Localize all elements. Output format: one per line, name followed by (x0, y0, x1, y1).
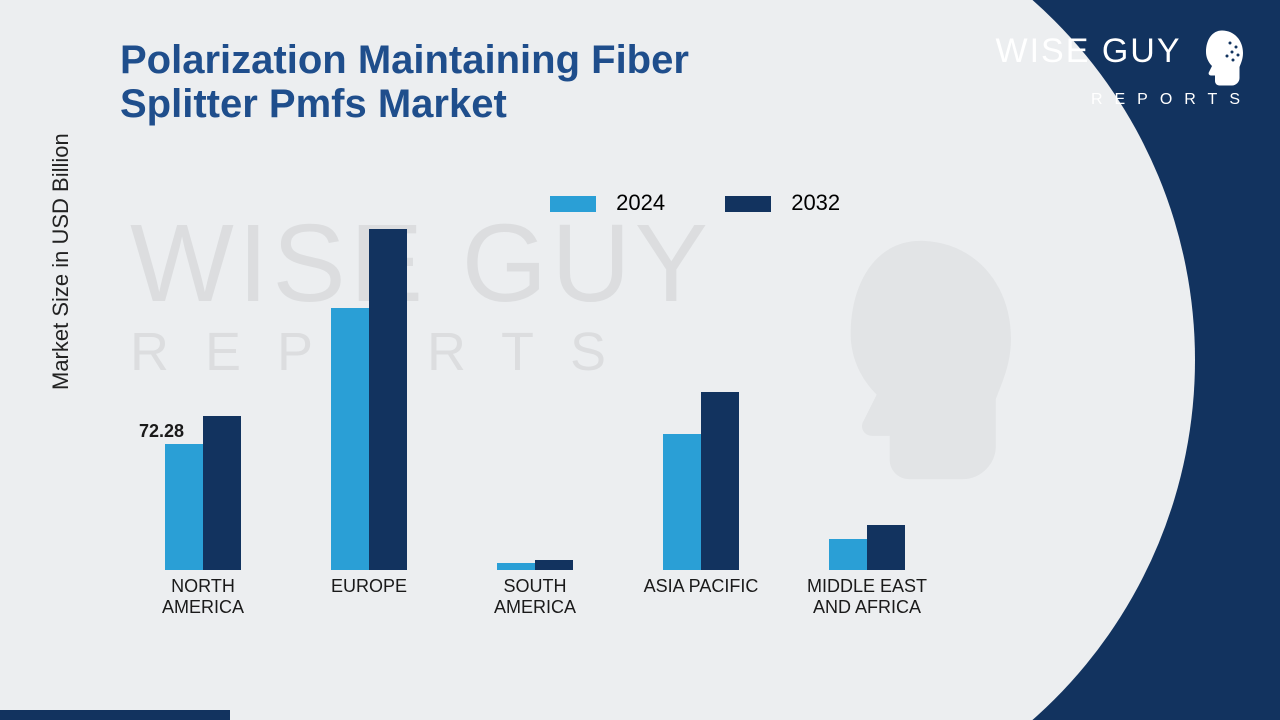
bar-2024 (331, 308, 369, 571)
legend-label-2024: 2024 (616, 190, 665, 215)
chart-title: Polarization Maintaining Fiber Splitter … (120, 38, 740, 126)
bottom-accent-bar (0, 710, 230, 720)
bar-pair (465, 220, 605, 570)
bar-group: SOUTH AMERICA (465, 220, 605, 570)
plot-area: 72.28NORTH AMERICAEUROPESOUTH AMERICAASI… (120, 220, 950, 570)
legend: 2024 2032 (550, 190, 840, 216)
bar-group: 72.28NORTH AMERICA (133, 220, 273, 570)
category-label: EUROPE (299, 576, 439, 597)
chart-canvas: WISE GUY REPORTS Polarization Maintainin… (0, 0, 1280, 720)
bar-pair (133, 220, 273, 570)
bar-2032 (701, 392, 739, 571)
legend-item-2024: 2024 (550, 190, 665, 216)
bar-pair (797, 220, 937, 570)
bar-2032 (369, 229, 407, 570)
category-label: ASIA PACIFIC (631, 576, 771, 597)
legend-label-2032: 2032 (791, 190, 840, 215)
legend-swatch-2024 (550, 196, 596, 212)
bar-2032 (867, 525, 905, 571)
y-axis-label: Market Size in USD Billion (48, 133, 74, 390)
brand-line2: REPORTS (996, 92, 1252, 108)
bar-pair (631, 220, 771, 570)
brand-logo: WISE GUY REPORTS (996, 28, 1252, 108)
bar-2024 (829, 539, 867, 571)
bar-value-label: 72.28 (139, 421, 184, 442)
bar-2024 (497, 563, 535, 570)
legend-swatch-2032 (725, 196, 771, 212)
brand-line1: WISE GUY (996, 32, 1182, 70)
legend-item-2032: 2032 (725, 190, 840, 216)
bar-pair (299, 220, 439, 570)
bar-group: ASIA PACIFIC (631, 220, 771, 570)
bar-group: EUROPE (299, 220, 439, 570)
category-label: SOUTH AMERICA (465, 576, 605, 617)
category-label: MIDDLE EAST AND AFRICA (797, 576, 937, 617)
bar-2032 (535, 560, 573, 571)
bar-group: MIDDLE EAST AND AFRICA (797, 220, 937, 570)
brand-head-icon (1192, 28, 1252, 88)
category-label: NORTH AMERICA (133, 576, 273, 617)
bar-2032 (203, 416, 241, 570)
bar-2024 (165, 444, 203, 570)
bar-2024 (663, 434, 701, 571)
